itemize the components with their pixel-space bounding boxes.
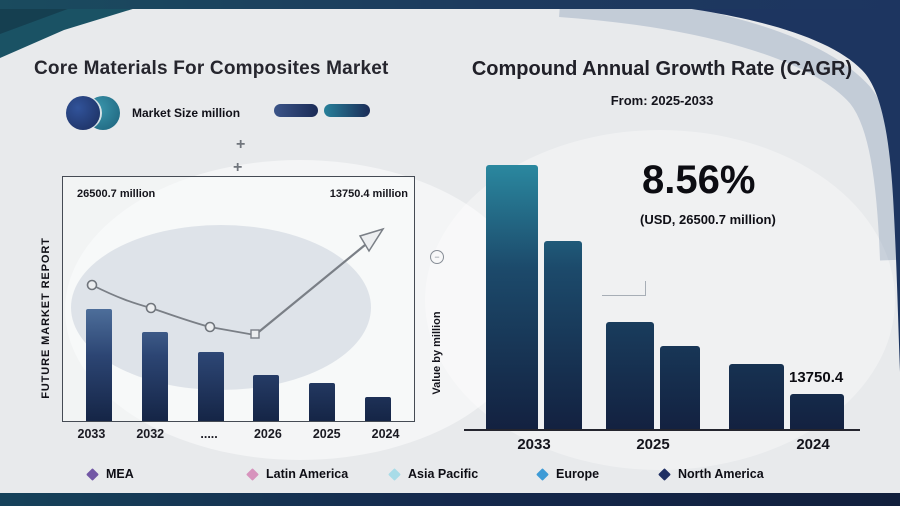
diamond-icon	[536, 467, 549, 481]
cagr-note: (USD, 26500.7 million)	[640, 212, 776, 227]
right-group-2025	[606, 322, 700, 430]
left-chart-title: Core Materials For Composites Market	[34, 58, 389, 79]
legend-label: Latin America	[266, 467, 349, 481]
circle-marker-icon	[145, 302, 157, 314]
legend-label: MEA	[106, 467, 134, 481]
legend-item-north-america: North America	[658, 467, 764, 481]
right-x-label-2024: 2024	[796, 436, 830, 453]
minus-glyph: −	[434, 251, 440, 262]
legend-item-europe: Europe	[536, 467, 600, 481]
pie-navy-icon	[66, 96, 100, 130]
legend-label: Europe	[556, 467, 600, 481]
step-decoration	[602, 281, 646, 296]
x-label-2026: 2026	[253, 427, 282, 441]
circle-marker-icon	[86, 279, 98, 291]
left-x-axis: 2033 2032 ..... 2026 2025 2024	[62, 427, 415, 441]
left-chart: 26500.7 million 13750.4 million	[62, 176, 415, 422]
legend-label: North America	[678, 467, 764, 481]
right-group-2033	[486, 165, 582, 430]
diamond-icon	[86, 467, 99, 481]
legend: MEA Latin America Asia Pacific Europe No…	[0, 467, 900, 487]
market-size-label: Market Size million	[132, 106, 241, 120]
top-border	[0, 0, 900, 9]
value-callout: 13750.4	[789, 369, 844, 386]
right-group-2024	[729, 364, 844, 430]
legend-label: Asia Pacific	[408, 467, 479, 481]
legend-item-mea: MEA	[86, 467, 134, 481]
x-label-2032: 2032	[136, 427, 165, 441]
right-bar-2024-2	[790, 394, 844, 430]
plus-icon: +	[233, 159, 243, 176]
pill-teal-decoration	[324, 104, 370, 117]
bottom-border	[0, 493, 900, 506]
legend-item-asia-pacific: Asia Pacific	[388, 467, 479, 481]
diamond-icon	[388, 467, 401, 481]
legend-item-latin-america: Latin America	[246, 467, 349, 481]
trend-arrow-icon	[358, 227, 385, 253]
cagr-value: 8.56%	[642, 158, 756, 202]
x-label-2024: 2024	[371, 427, 400, 441]
square-marker-icon	[250, 329, 260, 339]
circle-marker-icon	[204, 321, 216, 333]
right-x-label-2025: 2025	[636, 436, 670, 453]
right-chart-title: Compound Annual Growth Rate (CAGR)	[471, 58, 853, 80]
x-label-2025: 2025	[312, 427, 341, 441]
market-size-icon	[66, 93, 124, 133]
x-label-2033: 2033	[77, 427, 106, 441]
x-label-ellipsis: .....	[200, 427, 218, 441]
right-bar-2025-2	[660, 346, 700, 430]
trend-line-overlay	[86, 227, 385, 339]
plus-icon: +	[236, 136, 246, 153]
minus-circle-icon: −	[430, 250, 444, 264]
pill-navy-decoration	[274, 104, 318, 117]
right-bar-2033-2	[544, 241, 582, 430]
right-bar-2033-1	[486, 165, 538, 430]
right-bar-2025-1	[606, 322, 654, 430]
diamond-icon	[658, 467, 671, 481]
right-bar-2024-1	[729, 364, 784, 430]
value-axis-label: Value by million	[431, 311, 443, 395]
diamond-icon	[246, 467, 259, 481]
right-chart-subtitle: From: 2025-2033	[610, 93, 714, 108]
right-x-label-2033: 2033	[517, 436, 551, 453]
right-chart-baseline	[464, 429, 860, 431]
future-market-report-watermark: FUTURE MARKET REPORT	[40, 237, 52, 399]
